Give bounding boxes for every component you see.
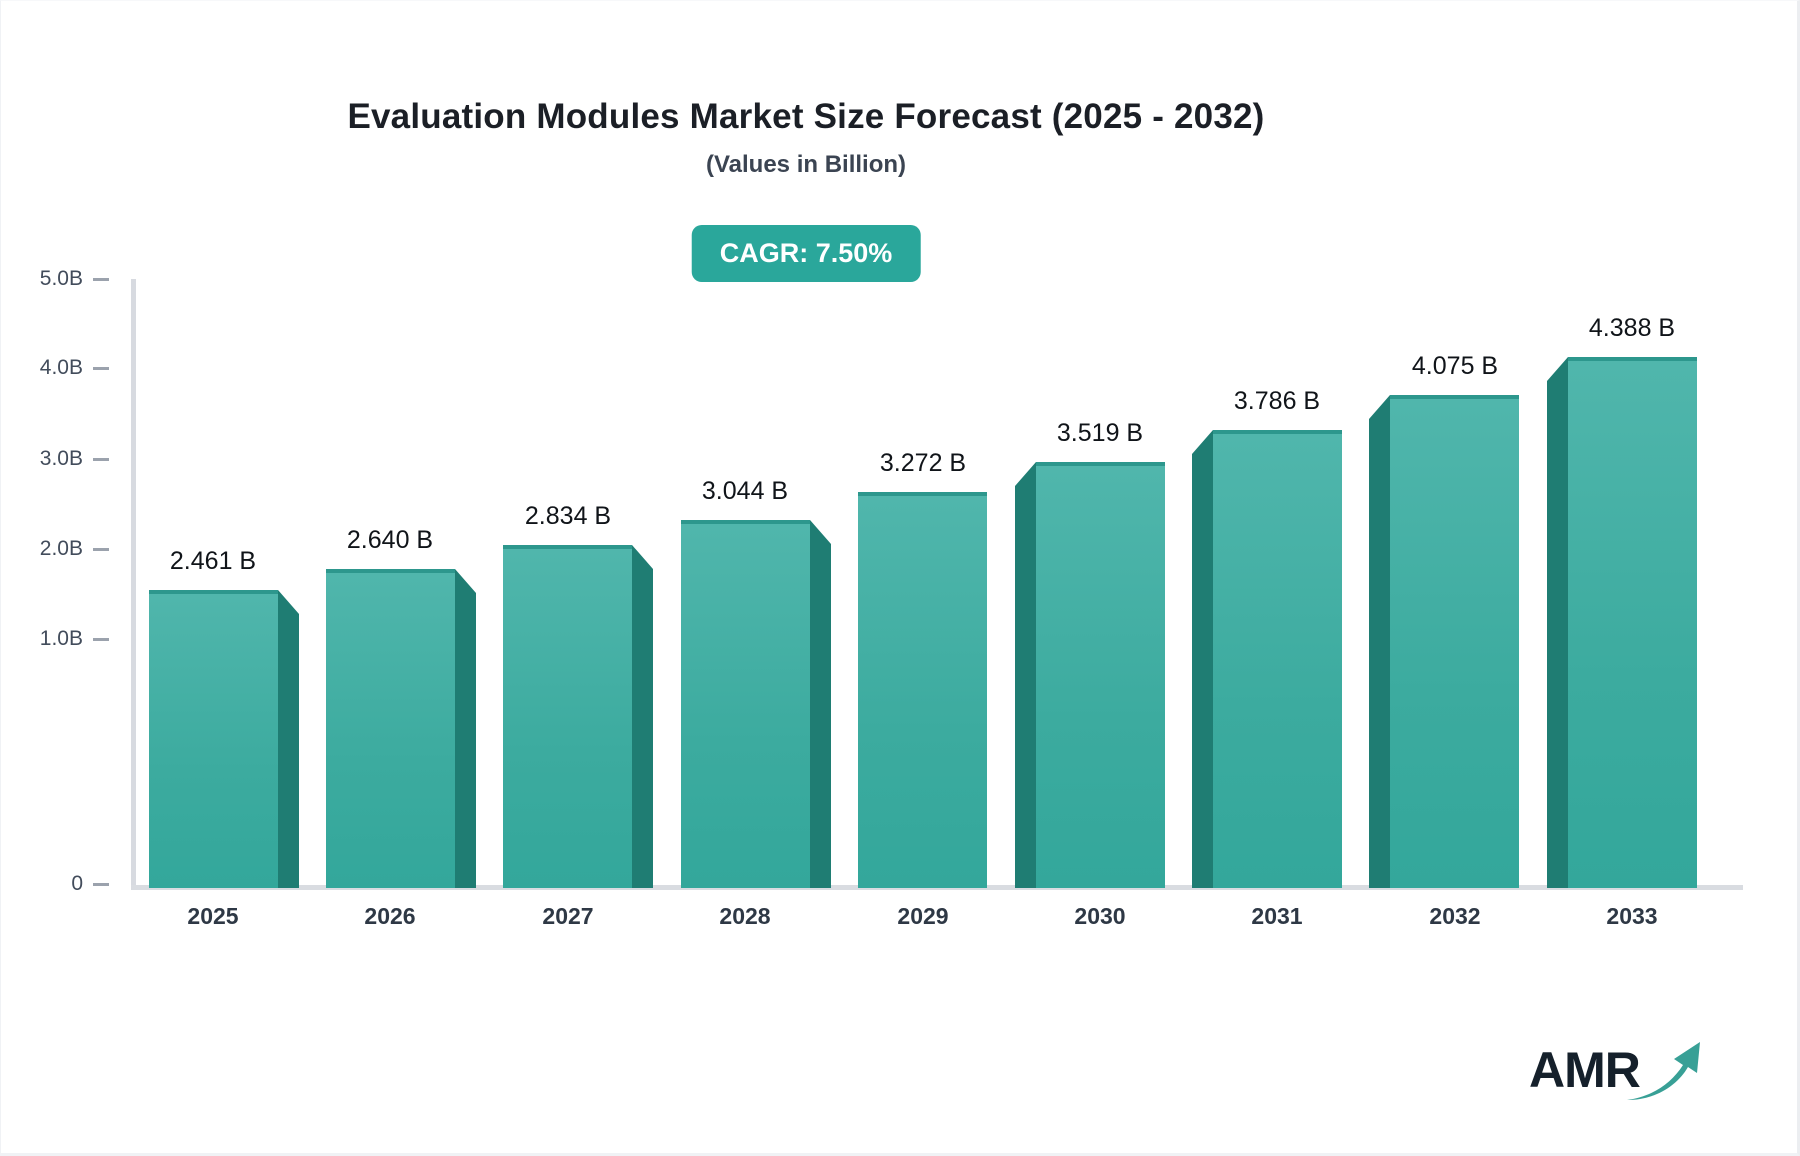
y-axis-tick-mark	[93, 278, 109, 281]
bar-3d-side	[1015, 462, 1036, 888]
bar-2029	[858, 492, 987, 888]
x-axis-label-2026: 2026	[364, 903, 416, 929]
bar-value-label: 3.272 B	[879, 449, 967, 477]
y-axis-tick-label: 1.0B	[39, 627, 83, 650]
bar-2027	[503, 545, 632, 888]
y-axis-tick-mark	[93, 638, 109, 641]
y-axis-line	[131, 279, 136, 889]
chart-subtitle: (Values in Billion)	[705, 151, 907, 178]
bar-2031	[1213, 430, 1342, 888]
x-axis-label-2027: 2027	[542, 903, 594, 929]
bar-3d-side	[810, 520, 831, 888]
chart-title: Evaluation Modules Market Size Forecast …	[347, 97, 1265, 136]
y-axis-tick-label: 5.0B	[39, 267, 83, 290]
y-axis-tick-mark	[93, 548, 109, 551]
bar-3d-side	[455, 569, 476, 888]
amr-logo-text: AMR	[1529, 1042, 1641, 1098]
amr-logo: AMR	[1529, 1031, 1739, 1123]
bar-3d-side	[632, 545, 653, 888]
bar-2033	[1568, 357, 1697, 888]
bar-value-label: 3.519 B	[1056, 419, 1144, 447]
y-axis-tick-mark	[93, 883, 109, 886]
bar-3d-side	[1547, 357, 1568, 888]
bar-3d-side	[1192, 430, 1213, 888]
bar-3d-side	[1369, 395, 1390, 888]
bar-2028	[681, 520, 810, 888]
bar-value-label: 4.388 B	[1588, 314, 1676, 342]
y-axis-tick-mark	[93, 367, 109, 370]
bar-value-label: 2.640 B	[346, 526, 434, 554]
bar-value-label: 2.834 B	[524, 502, 612, 530]
x-axis-label-2033: 2033	[1606, 903, 1658, 929]
cagr-badge: CAGR: 7.50%	[691, 225, 921, 282]
y-axis-tick-label: 0	[71, 872, 83, 895]
bar-value-label: 4.075 B	[1411, 352, 1499, 380]
x-axis-label-2029: 2029	[897, 903, 949, 929]
bar-2026	[326, 569, 455, 888]
bar-2030	[1036, 462, 1165, 888]
growth-arrow-icon	[1627, 1042, 1700, 1100]
y-axis-tick-label: 4.0B	[39, 356, 83, 379]
x-axis-label-2032: 2032	[1429, 903, 1481, 929]
x-axis-label-2030: 2030	[1074, 903, 1126, 929]
bar-value-label: 3.044 B	[701, 477, 789, 505]
bar-value-label: 3.786 B	[1233, 387, 1321, 415]
y-axis-tick-label: 2.0B	[39, 537, 83, 560]
bar-2025	[149, 590, 278, 888]
x-axis-label-2028: 2028	[719, 903, 771, 929]
bar-3d-side	[278, 590, 299, 888]
bar-value-label: 2.461 B	[169, 547, 257, 575]
y-axis-tick-mark	[93, 458, 109, 461]
x-axis-label-2025: 2025	[187, 903, 239, 929]
y-axis-tick-label: 3.0B	[39, 447, 83, 470]
x-axis-label-2031: 2031	[1251, 903, 1303, 929]
bar-2032	[1390, 395, 1519, 888]
